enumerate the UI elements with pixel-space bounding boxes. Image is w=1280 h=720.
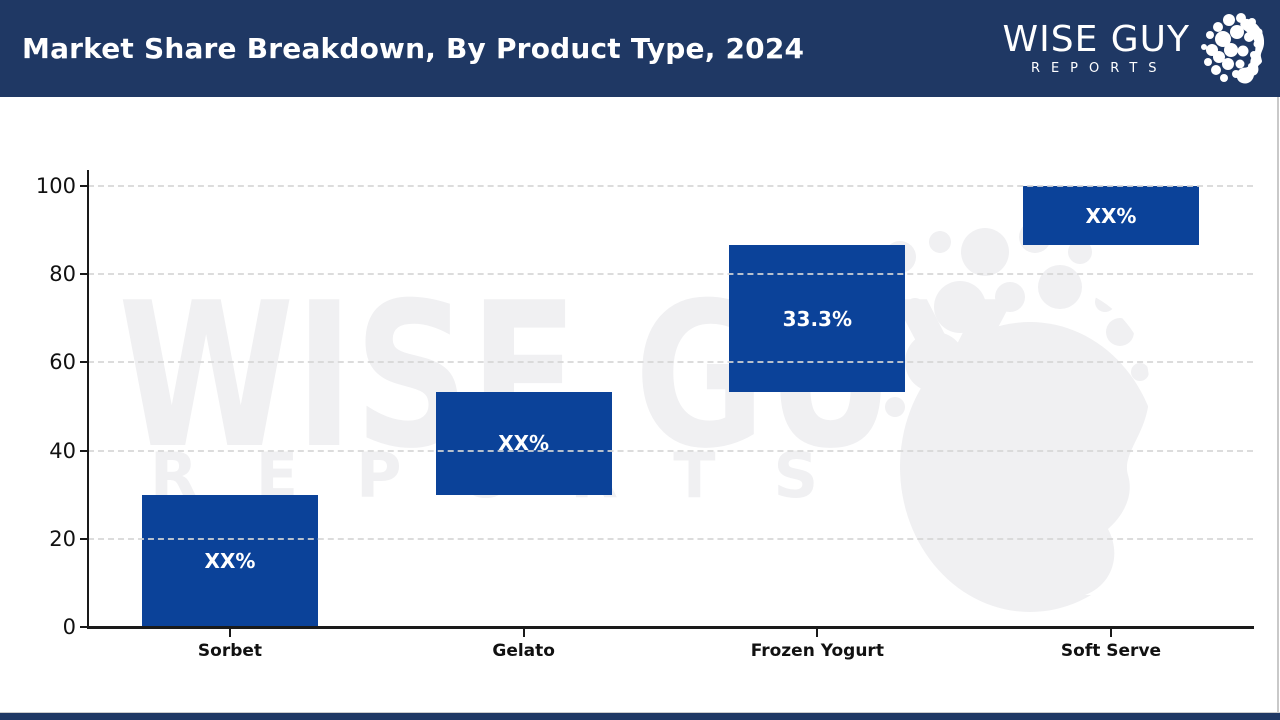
bar-value-label: XX%	[1085, 203, 1137, 228]
y-axis-line	[87, 170, 89, 629]
gridline-60	[88, 361, 1253, 364]
y-tick	[80, 537, 88, 540]
bar-value-label: 33.3%	[782, 306, 853, 331]
y-tick-label: 60	[49, 350, 76, 375]
bar-frozen-yogurt: 33.3%	[729, 245, 906, 392]
chart-area: WISE GUY REPORTS XX%SorbetXX%Gelato33.3%…	[0, 97, 1280, 713]
x-axis-line	[87, 626, 1254, 629]
gridline-40	[88, 449, 1253, 452]
gridline-20	[88, 537, 1253, 540]
wiseguy-logo: WISE GUY REPORTS	[1003, 9, 1267, 89]
category-label: Soft Serve	[1060, 641, 1162, 661]
y-tick-label: 40	[49, 438, 76, 463]
bar-gelato: XX%	[435, 391, 612, 495]
x-tick	[522, 629, 525, 637]
y-tick-label: 20	[49, 526, 76, 551]
x-tick	[816, 629, 819, 637]
y-tick-label: 0	[62, 615, 76, 639]
x-tick	[1110, 629, 1112, 637]
logo-wordmark: WISE GUY	[1002, 18, 1190, 60]
gridline-100	[88, 185, 1253, 187]
y-tick	[80, 626, 88, 628]
y-tick	[80, 361, 88, 364]
y-tick	[80, 185, 88, 187]
category-label: Gelato	[492, 641, 555, 661]
header-bar: Market Share Breakdown, By Product Type,…	[0, 0, 1280, 97]
x-tick	[229, 629, 231, 637]
footer-strip	[0, 712, 1280, 720]
y-tick-label: 100	[35, 174, 76, 198]
logo-head-icon	[1201, 12, 1265, 84]
bar-soft-serve: XX%	[1023, 186, 1199, 246]
category-label: Sorbet	[197, 641, 263, 661]
y-tick	[80, 449, 88, 452]
bar-value-label: XX%	[204, 548, 256, 573]
y-tick-label: 80	[49, 262, 76, 287]
category-label: Frozen Yogurt	[750, 641, 884, 661]
right-border-line	[1277, 97, 1279, 713]
y-tick	[80, 273, 88, 276]
gridline-80	[88, 273, 1253, 276]
bar-sorbet: XX%	[142, 494, 318, 627]
logo-text: WISE GUY REPORTS	[1002, 18, 1191, 76]
bar-value-label: XX%	[498, 431, 550, 456]
chart-title: Market Share Breakdown, By Product Type,…	[22, 32, 805, 65]
logo-subtext: REPORTS	[1030, 60, 1168, 76]
